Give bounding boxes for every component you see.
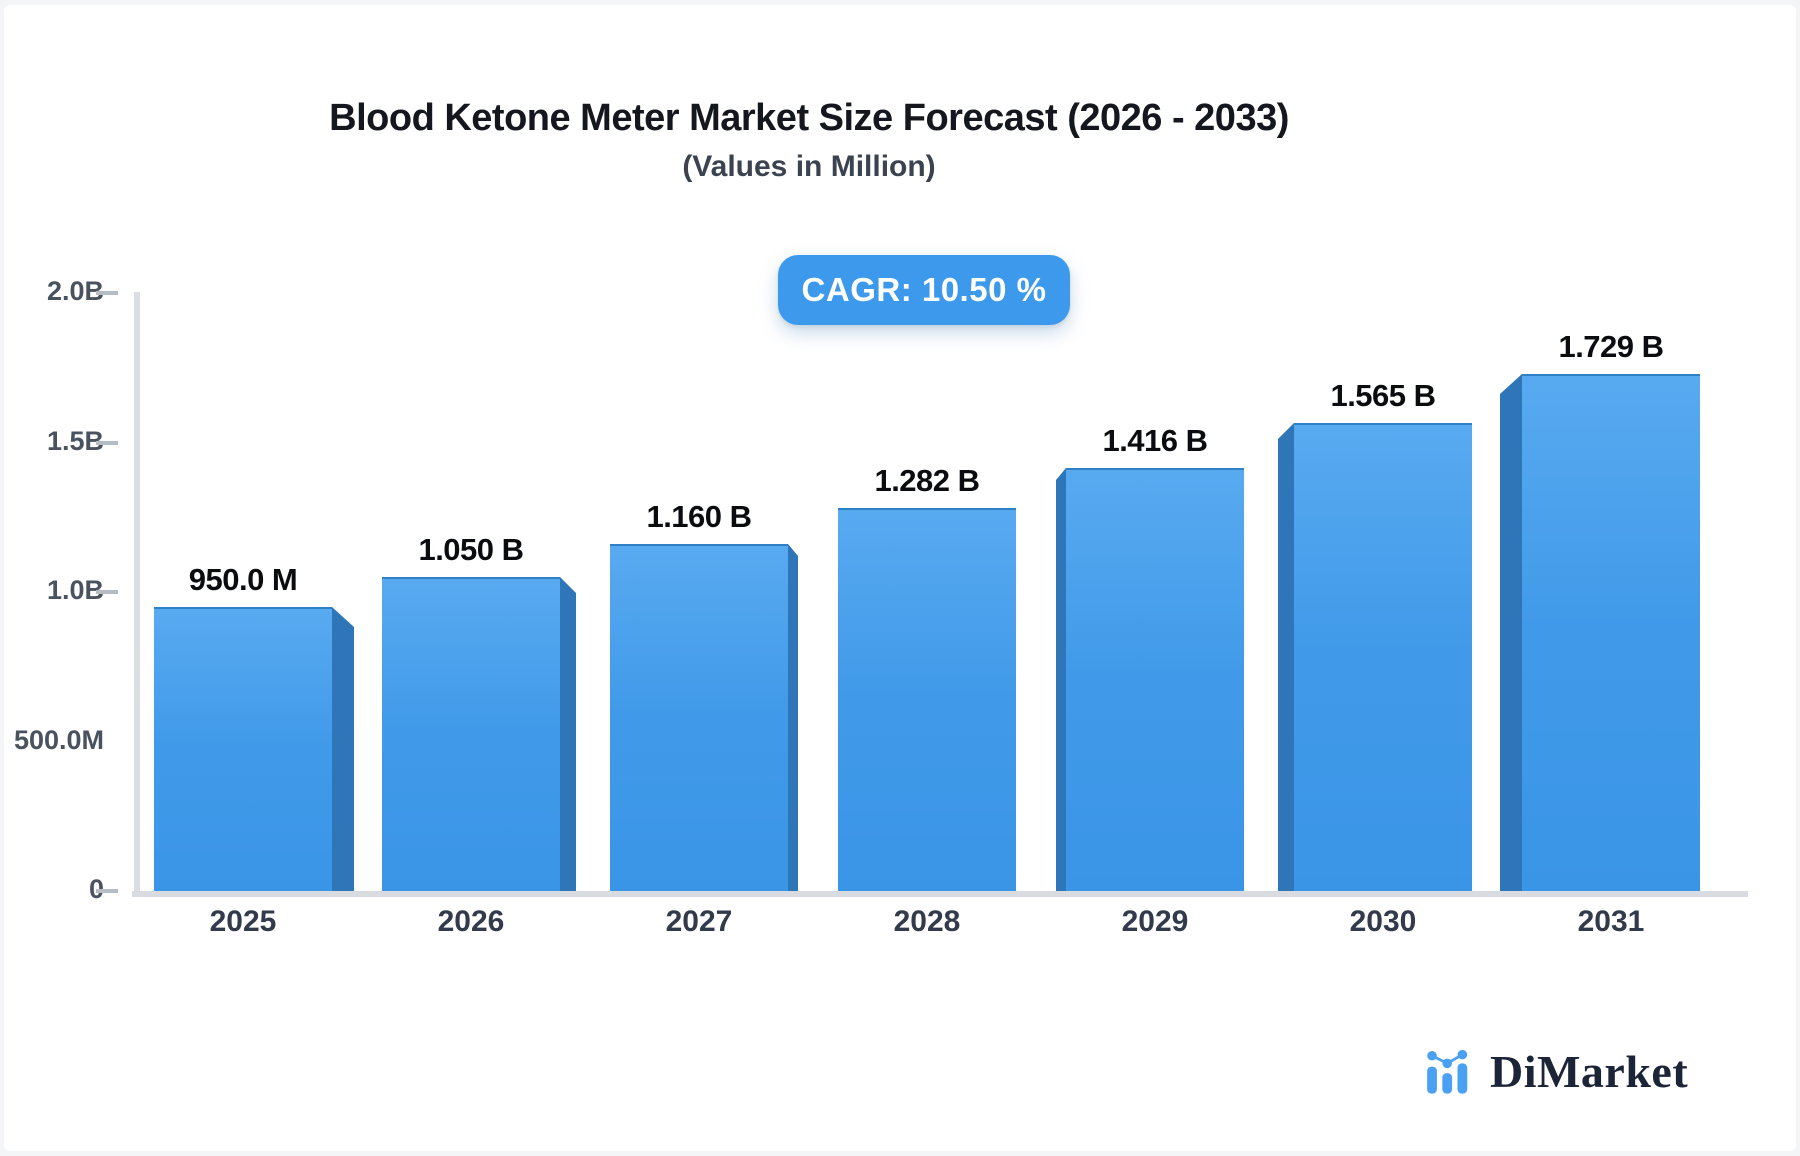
bar-2025 [154, 607, 332, 891]
bar-3d-side [1500, 374, 1522, 891]
bar-3d-side [1278, 423, 1294, 891]
y-tick-mark [96, 440, 118, 445]
y-tick-label: 0 [4, 874, 104, 905]
y-tick-label: 1.5B [46, 425, 104, 456]
cagr-badge: CAGR: 10.50 % [778, 255, 1070, 325]
chart-subtitle: (Values in Million) [682, 150, 936, 183]
y-tick-label: 500.0M [13, 724, 104, 755]
bar-3d-side [1056, 468, 1066, 891]
y-tick-mark [96, 889, 118, 893]
y-axis-line [134, 292, 140, 891]
y-tick-mark [96, 291, 118, 295]
bar-3d-side [560, 577, 576, 891]
dimarket-logo-icon [1427, 1049, 1468, 1094]
bar-2029 [1066, 468, 1244, 891]
x-tick-label: 2027 [665, 905, 733, 938]
bar-2030 [1294, 423, 1472, 891]
bar-value-label: 1.729 B [1558, 329, 1664, 364]
bar-3d-side [332, 607, 354, 891]
chart-title: Blood Ketone Meter Market Size Forecast … [329, 97, 1289, 139]
bar-value-label: 950.0 M [188, 562, 298, 597]
bar-3d-side [788, 544, 798, 891]
x-axis-line [132, 891, 1748, 897]
dimarket-logo-text: DiMarket [1490, 1046, 1689, 1097]
chart-card: Blood Ketone Meter Market Size Forecast … [4, 5, 1796, 1151]
y-tick-label: 1.0B [46, 575, 104, 605]
y-tick-label: 2.0B [46, 276, 104, 306]
bar-value-label: 1.160 B [646, 499, 752, 534]
bar-2028 [838, 508, 1016, 891]
brand-logo: DiMarket [1425, 1045, 1688, 1098]
bar-2031 [1522, 374, 1700, 891]
bar-value-label: 1.282 B [874, 463, 980, 498]
x-tick-label: 2025 [209, 905, 277, 938]
x-tick-label: 2026 [437, 905, 505, 938]
x-tick-label: 2028 [893, 905, 961, 938]
bar-2026 [382, 577, 560, 891]
y-tick-mark [96, 590, 118, 594]
bar-value-label: 1.565 B [1330, 378, 1436, 413]
bar-value-label: 1.050 B [418, 532, 524, 567]
x-tick-label: 2031 [1577, 905, 1645, 938]
bar-value-label: 1.416 B [1102, 423, 1208, 458]
bar-2027 [610, 544, 788, 891]
x-tick-label: 2030 [1349, 905, 1417, 938]
x-tick-label: 2029 [1121, 905, 1189, 938]
cagr-badge-label: CAGR: 10.50 % [801, 271, 1047, 308]
